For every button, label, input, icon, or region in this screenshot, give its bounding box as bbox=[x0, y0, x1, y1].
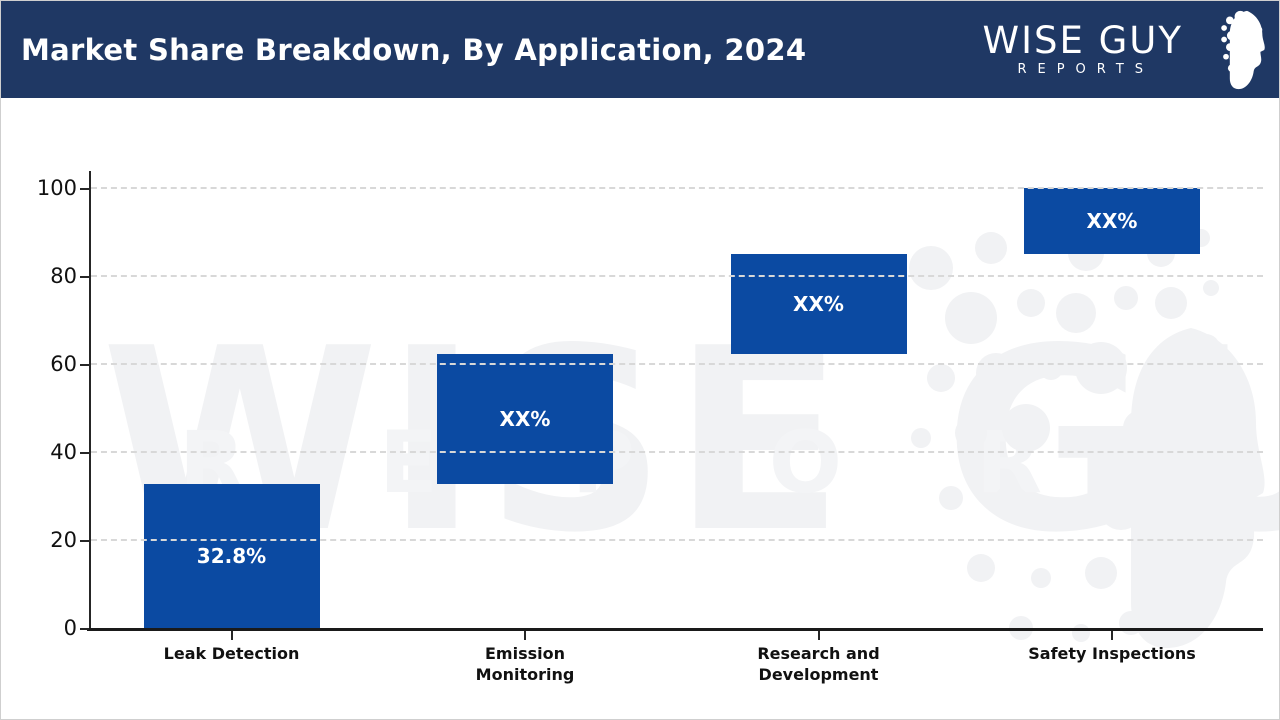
y-tick-label: 100 bbox=[36, 176, 77, 200]
brand-name: WISE GUY bbox=[982, 19, 1183, 62]
x-axis-label: Emission Monitoring bbox=[475, 644, 575, 684]
y-tick-label: 40 bbox=[50, 440, 77, 464]
gridline bbox=[91, 539, 1263, 541]
y-tick bbox=[80, 628, 89, 630]
x-tick bbox=[524, 631, 526, 640]
y-tick bbox=[80, 452, 89, 454]
x-axis-label: Safety Inspections bbox=[1028, 644, 1196, 663]
y-tick bbox=[80, 188, 89, 190]
y-tick-label: 0 bbox=[63, 616, 77, 640]
y-tick-label: 80 bbox=[50, 264, 77, 288]
bar-value-label: XX% bbox=[1086, 209, 1138, 233]
y-tick bbox=[80, 540, 89, 542]
y-tick bbox=[80, 276, 89, 278]
gridline bbox=[91, 363, 1263, 365]
bar bbox=[1024, 188, 1200, 254]
y-tick bbox=[80, 364, 89, 366]
y-axis bbox=[89, 171, 91, 630]
bar-value-label: XX% bbox=[499, 406, 551, 431]
watermark-head-icon bbox=[909, 218, 1265, 648]
brand-subname: REPORTS bbox=[1017, 62, 1155, 77]
brand-logo-text: WISE GUY REPORTS bbox=[983, 22, 1183, 77]
bar bbox=[437, 353, 613, 484]
x-axis bbox=[87, 628, 1263, 631]
x-tick bbox=[1111, 631, 1113, 640]
gridline bbox=[91, 187, 1263, 189]
x-tick bbox=[230, 631, 233, 640]
x-axis-label: Research and Development bbox=[757, 644, 880, 684]
gridline bbox=[91, 451, 1263, 453]
bar bbox=[143, 483, 320, 628]
gridline bbox=[91, 275, 1263, 277]
y-tick-label: 20 bbox=[50, 528, 77, 552]
brand-logo: WISE GUY REPORTS bbox=[983, 7, 1265, 93]
bar-value-label: XX% bbox=[793, 291, 844, 316]
brand-head-icon bbox=[1221, 10, 1265, 89]
header: Market Share Breakdown, By Application, … bbox=[1, 1, 1279, 98]
bar bbox=[730, 254, 907, 354]
chart-area: WISE GUY R E P O R T S bbox=[1, 98, 1279, 719]
bar-value-label: 32.8% bbox=[196, 543, 267, 568]
page-title: Market Share Breakdown, By Application, … bbox=[21, 32, 807, 67]
x-tick bbox=[817, 631, 820, 640]
y-tick-label: 60 bbox=[50, 352, 77, 376]
x-axis-label: Leak Detection bbox=[163, 644, 300, 663]
